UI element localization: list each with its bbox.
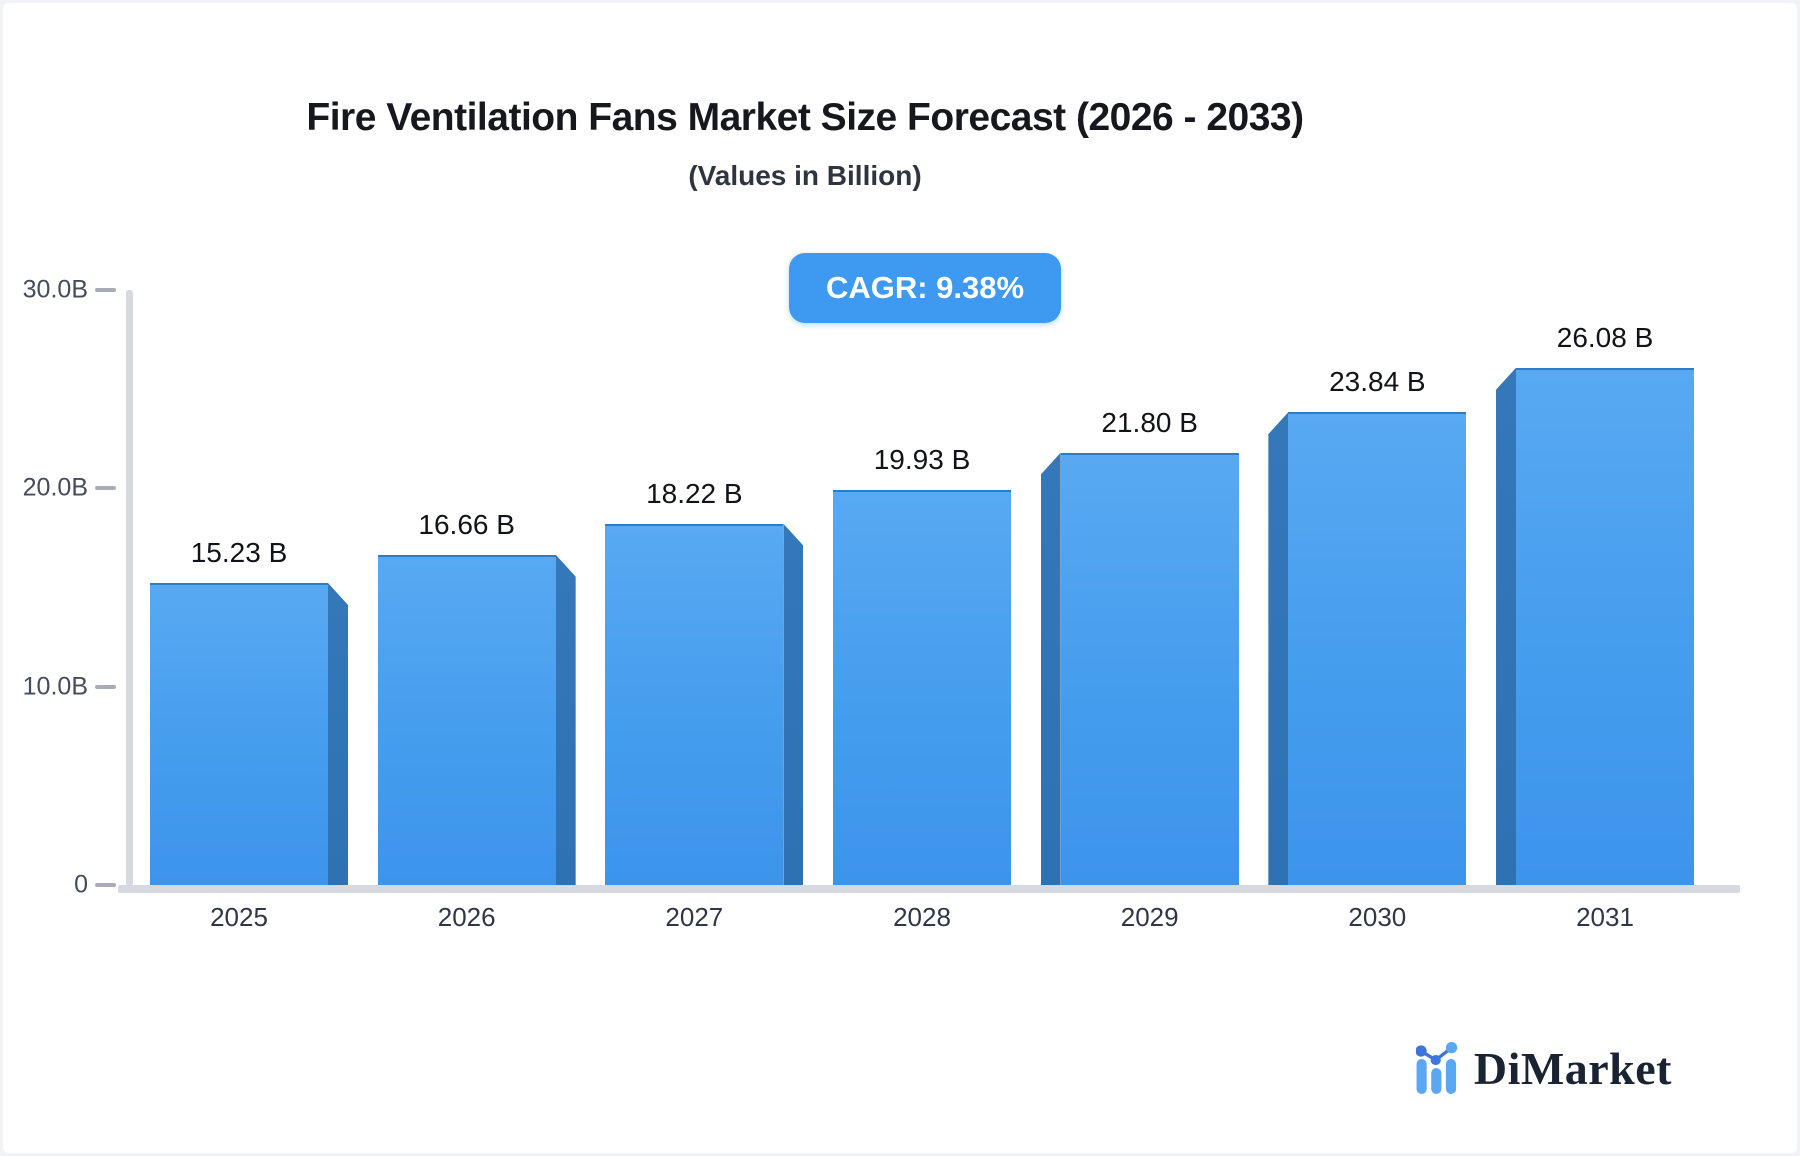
chart-subtitle: (Values in Billion)	[688, 160, 922, 191]
bar-2026[interactable]	[377, 554, 576, 885]
bar-2027[interactable]	[605, 523, 804, 885]
bar-2029[interactable]	[1040, 452, 1239, 885]
y-tick-mark	[95, 883, 116, 887]
y-axis-line	[126, 290, 133, 886]
bar-face	[1060, 452, 1239, 885]
bar-face	[605, 523, 784, 885]
y-tick-label: 0	[74, 870, 88, 899]
bar-value-label: 15.23 B	[190, 536, 288, 568]
y-tick-label: 10.0B	[22, 672, 88, 701]
y-tick-mark	[95, 486, 116, 491]
x-tick-label: 2028	[893, 902, 951, 932]
bar-value-label: 18.22 B	[646, 477, 743, 509]
bar-face	[150, 582, 328, 885]
bar-2031[interactable]	[1496, 367, 1695, 885]
x-tick-label: 2026	[437, 902, 496, 932]
bar-2028[interactable]	[833, 489, 1011, 885]
bar-face	[1516, 367, 1695, 885]
cagr-badge: CAGR: 9.38%	[789, 253, 1061, 323]
y-tick-label: 20.0B	[22, 473, 88, 502]
bar-value-label: 16.66 B	[418, 508, 515, 540]
x-tick-label: 2029	[1120, 902, 1179, 932]
bar-value-label: 23.84 B	[1329, 366, 1426, 398]
x-tick-label: 2025	[210, 902, 268, 932]
bar-side-face	[1040, 452, 1061, 885]
bar-side-face	[555, 554, 576, 885]
y-tick-mark	[95, 684, 116, 689]
x-tick-label: 2027	[665, 902, 724, 932]
y-tick-mark	[95, 288, 116, 292]
bar-2025[interactable]	[150, 582, 348, 885]
brand-logo: DiMarket	[1415, 1036, 1672, 1100]
bar-side-face	[1496, 367, 1517, 885]
bar-value-label: 19.93 B	[873, 443, 971, 475]
x-tick-label: 2031	[1576, 902, 1634, 932]
brand-name: DiMarket	[1473, 1042, 1672, 1094]
x-tick-label: 2030	[1348, 902, 1407, 932]
dimarket-logo-icon	[1415, 1042, 1458, 1094]
bar-side-face	[783, 523, 804, 885]
bar-value-label: 26.08 B	[1556, 321, 1654, 353]
bar-face	[833, 489, 1011, 885]
y-tick-label: 30.0B	[22, 275, 88, 304]
bar-side-face	[328, 582, 348, 885]
x-axis-line	[118, 885, 1740, 893]
bar-2030[interactable]	[1268, 412, 1467, 885]
bar-value-label: 21.80 B	[1101, 406, 1198, 438]
bar-face	[1288, 412, 1467, 885]
bar-side-face	[1268, 412, 1289, 885]
bar-face	[377, 554, 556, 885]
chart-title: Fire Ventilation Fans Market Size Foreca…	[306, 96, 1304, 139]
